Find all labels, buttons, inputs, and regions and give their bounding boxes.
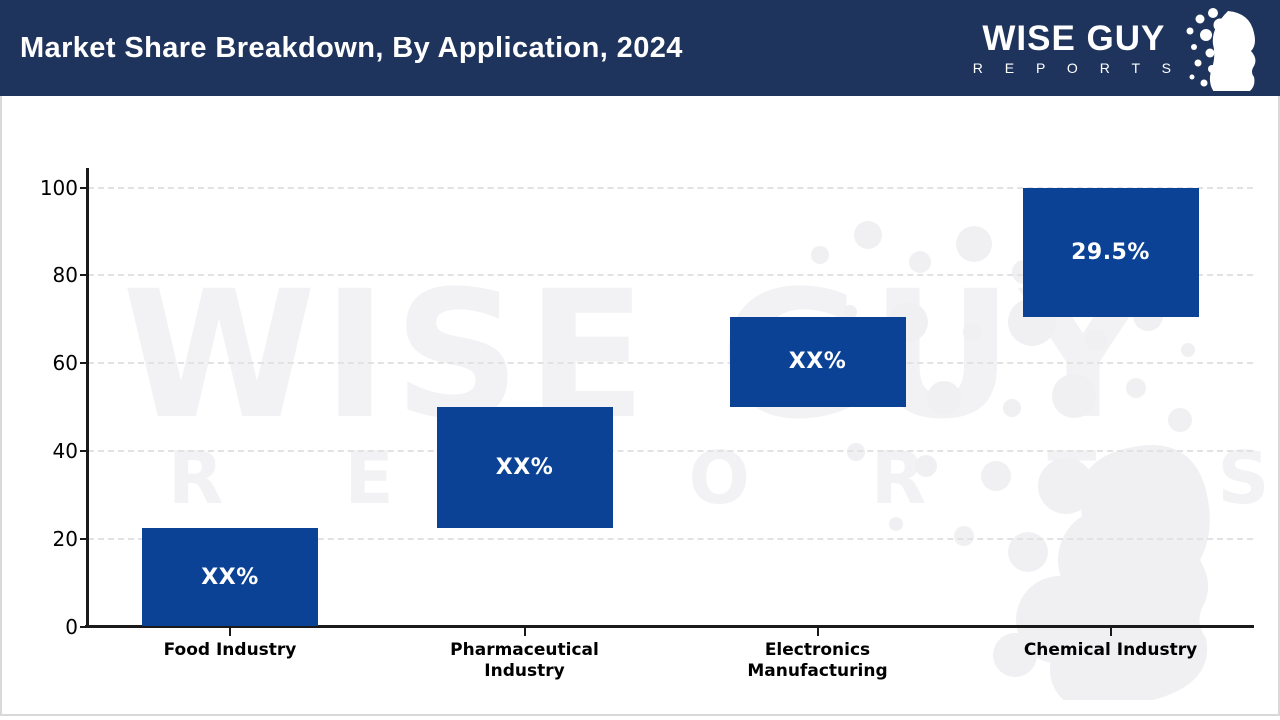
y-tick-80 xyxy=(80,274,87,277)
y-tick-label: 100 xyxy=(39,175,78,200)
y-tick-label: 0 xyxy=(65,614,78,639)
x-tick xyxy=(816,628,819,636)
gridline-80 xyxy=(88,274,1253,277)
watermark-text-wise-guy: WISE GUY xyxy=(122,253,1153,458)
y-tick-0 xyxy=(80,625,87,628)
category-label: Food Industry xyxy=(163,640,297,660)
category-label: Pharmaceutical Industry xyxy=(450,640,599,682)
x-tick xyxy=(523,628,526,636)
y-tick-label: 20 xyxy=(52,526,78,551)
bar-electronics-manufacturing: XX% xyxy=(729,317,906,407)
bar-value-label: XX% xyxy=(788,349,847,375)
x-tick xyxy=(229,628,231,636)
logo-wordmark: WISE GUY xyxy=(982,18,1166,58)
gridline-40 xyxy=(88,449,1253,452)
bar-chemical-industry: 29.5% xyxy=(1022,187,1199,317)
gridline-100 xyxy=(88,186,1253,189)
bar-pharmaceutical-industry: XX% xyxy=(436,407,613,528)
y-tick-label: 80 xyxy=(52,263,78,288)
bar-value-label: XX% xyxy=(495,454,554,480)
page-title: Market Share Breakdown, By Application, … xyxy=(20,31,683,64)
y-tick-label: 40 xyxy=(52,438,78,463)
category-label: Chemical Industry xyxy=(1023,640,1198,660)
logo-head-icon xyxy=(1186,8,1256,91)
gridline-20 xyxy=(88,537,1253,540)
y-tick-40 xyxy=(80,449,87,452)
x-tick xyxy=(1109,628,1112,636)
y-axis-line xyxy=(86,168,89,628)
bar-value-label: XX% xyxy=(201,564,259,590)
header-bar: Market Share Breakdown, By Application, … xyxy=(0,0,1280,96)
bar-food-industry: XX% xyxy=(142,527,318,627)
y-tick-100 xyxy=(80,186,87,189)
x-axis-line xyxy=(85,625,1254,628)
logo-subtitle: R E P O R T S xyxy=(972,59,1180,76)
wise-guy-reports-logo: WISE GUY R E P O R T S xyxy=(968,5,1260,91)
logo-text: WISE GUY R E P O R T S xyxy=(968,21,1180,76)
category-label: Electronics Manufacturing xyxy=(747,640,888,682)
gridline-60 xyxy=(88,362,1253,365)
y-tick-20 xyxy=(80,537,87,540)
y-tick-label: 60 xyxy=(52,351,78,376)
bar-value-label: 29.5% xyxy=(1071,239,1150,265)
y-tick-60 xyxy=(80,362,87,365)
